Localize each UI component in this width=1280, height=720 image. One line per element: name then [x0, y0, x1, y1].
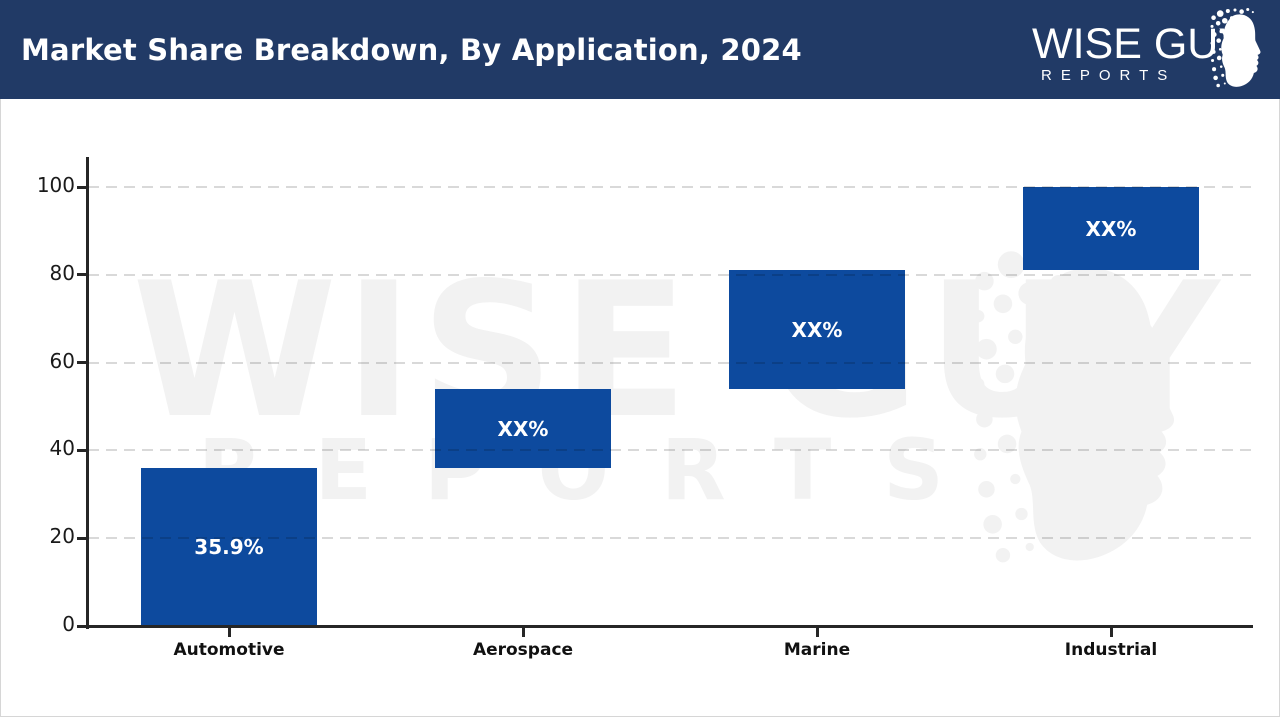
y-axis-tick: [77, 361, 88, 365]
bar-automotive: 35.9%: [141, 468, 317, 626]
x-axis-tick: [1109, 627, 1113, 637]
watermark-face-icon: [972, 242, 1175, 563]
bar-value-label: XX%: [497, 416, 549, 441]
y-gridline: [88, 273, 1253, 276]
y-tick-label: 100: [36, 173, 75, 197]
x-axis-tick: [815, 627, 819, 637]
x-axis-tick: [227, 627, 231, 637]
x-axis-line: [86, 625, 1253, 628]
bar-value-label: 35.9%: [194, 535, 264, 560]
bar-value-label: XX%: [791, 317, 843, 342]
bar-industrial: XX%: [1023, 187, 1199, 271]
x-category-label: Aerospace: [472, 640, 574, 660]
y-gridline: [88, 361, 1253, 364]
y-gridline: [88, 186, 1253, 188]
bar-value-label: XX%: [1085, 216, 1137, 241]
y-tick-label: 40: [49, 436, 75, 461]
logo-brand-text: WISE GUY: [1032, 20, 1247, 68]
x-category-label: Marine: [783, 640, 851, 660]
wise-guy-reports-logo: WISE GUY REPORTS: [1032, 8, 1261, 88]
bar-aerospace: XX%: [435, 388, 611, 469]
y-axis-tick: [77, 624, 88, 628]
y-tick-label: 20: [49, 524, 75, 549]
y-axis-tick: [77, 185, 88, 189]
y-axis-line: [86, 157, 89, 629]
y-gridline: [88, 449, 1253, 452]
y-tick-label: 0: [62, 612, 75, 636]
y-tick-label: 80: [49, 260, 75, 285]
x-category-label: Automotive: [173, 640, 285, 660]
y-gridline: [88, 537, 1253, 540]
logo-sub-text: REPORTS: [1041, 67, 1176, 84]
page-title: Market Share Breakdown, By Application, …: [21, 32, 802, 67]
bar-marine: XX%: [729, 270, 905, 389]
y-axis-tick: [77, 536, 88, 540]
header-bar: Market Share Breakdown, By Application, …: [0, 0, 1280, 99]
y-axis-tick: [77, 448, 88, 452]
y-tick-label: 60: [49, 348, 75, 373]
x-category-label: Industrial: [1064, 640, 1158, 660]
y-axis-tick: [77, 273, 88, 277]
x-axis-tick: [521, 627, 525, 637]
